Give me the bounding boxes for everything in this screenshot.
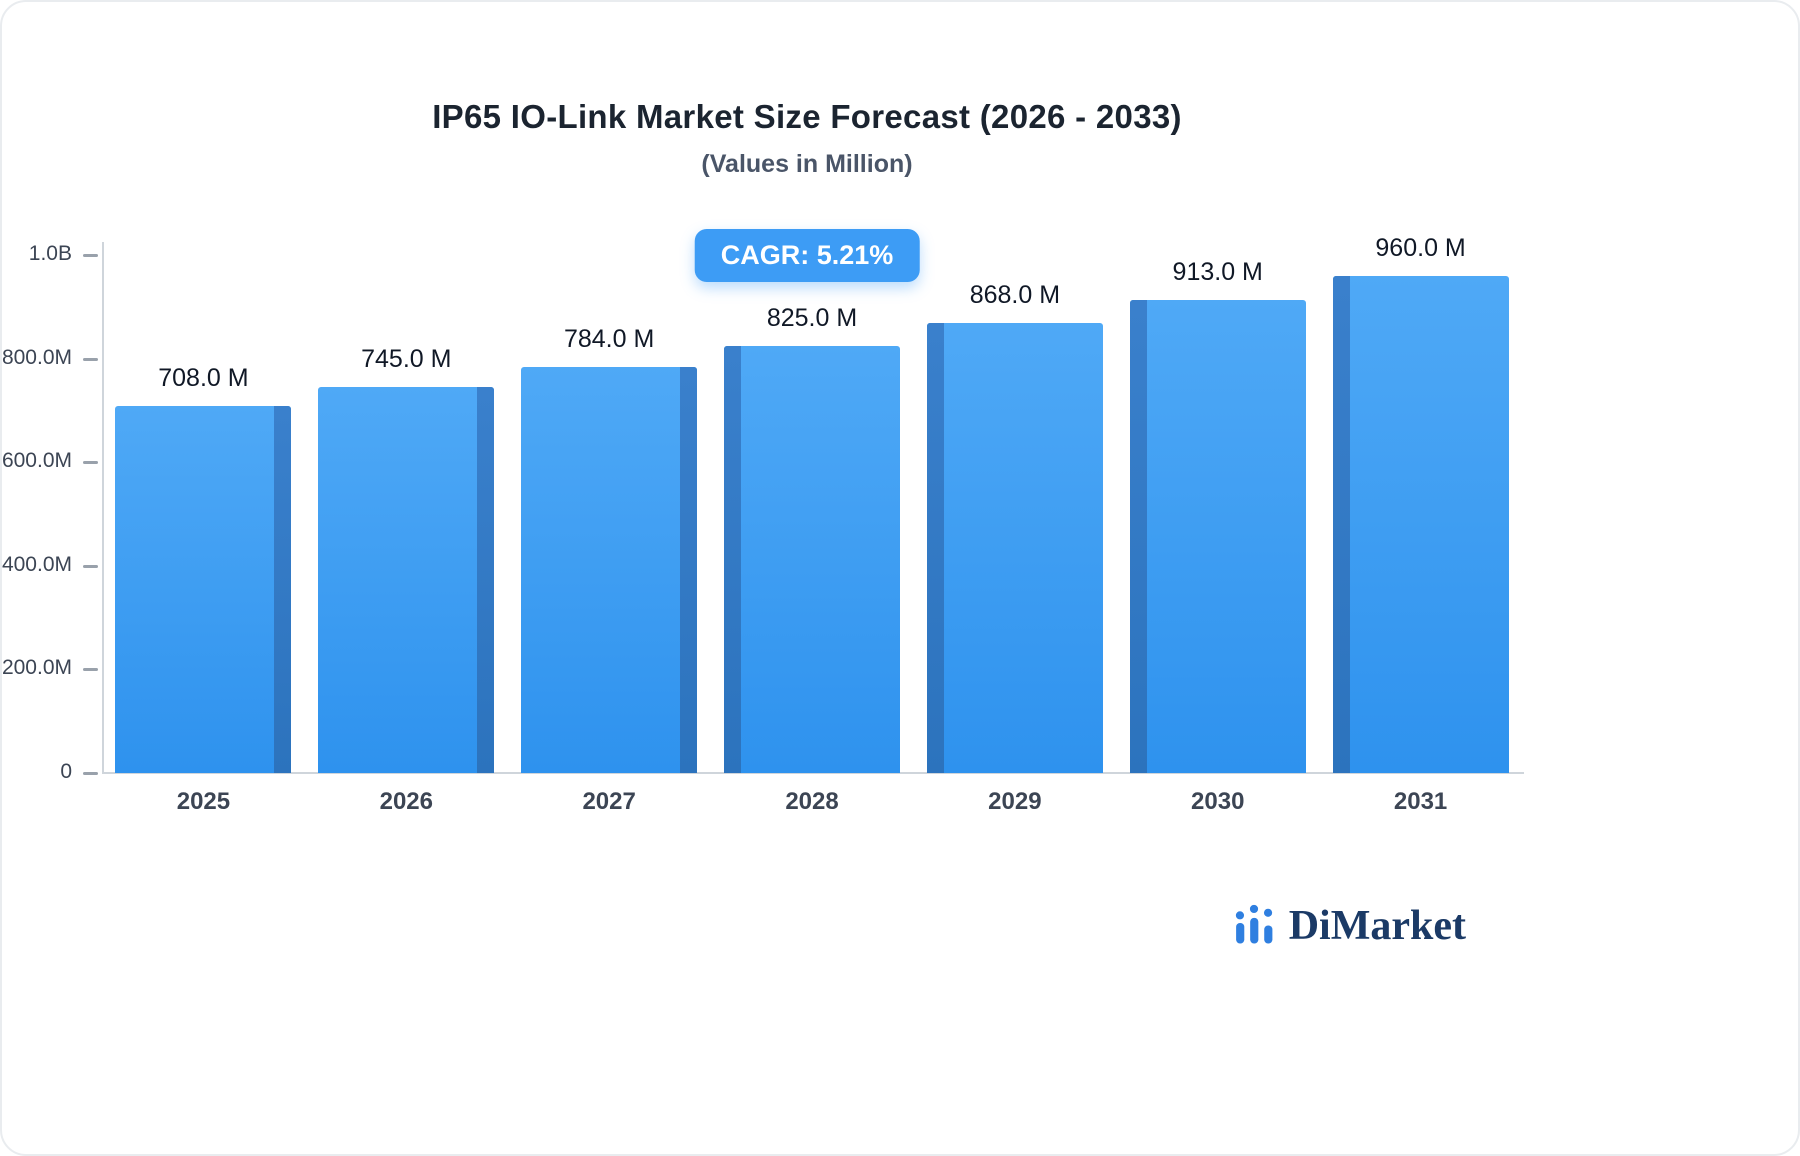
x-axis-line xyxy=(102,772,1524,774)
y-tick-mark xyxy=(83,461,98,465)
y-tick-label: 800.0M xyxy=(1,345,72,369)
bar-value-label: 913.0 M xyxy=(1172,258,1263,287)
dimarket-logo: DiMarket xyxy=(1231,900,1466,951)
x-axis-label-2028: 2028 xyxy=(785,788,839,815)
bar-2029 xyxy=(926,323,1103,773)
x-axis-label-2025: 2025 xyxy=(176,788,231,815)
chart-subtitle: (Values in Million) xyxy=(701,150,913,178)
bar-slot: 913.0 M xyxy=(1116,255,1319,773)
bar-2026 xyxy=(318,387,495,773)
x-axis-labels: 2025 2026 2027 2028 2029 2030 2031 xyxy=(102,788,1522,816)
bar-slot: 825.0 M xyxy=(711,255,914,774)
x-axis-label-2031: 2031 xyxy=(1393,788,1448,815)
bar-2027 xyxy=(521,366,698,774)
bar-value-label: 745.0 M xyxy=(361,345,452,374)
y-axis: 1.0B 800.0M 600.0M 400.0M 200.0M 0 xyxy=(1,242,102,783)
bar-slot: 784.0 M xyxy=(508,255,711,774)
bar-value-label: 868.0 M xyxy=(969,281,1061,310)
y-tick-label: 600.0M xyxy=(1,449,72,473)
cagr-badge: CAGR: 5.21% xyxy=(694,229,920,282)
bar-slot: 745.0 M xyxy=(305,255,508,773)
y-tick-mark xyxy=(83,564,98,568)
x-axis-label-2026: 2026 xyxy=(379,788,433,815)
x-axis-label-2027: 2027 xyxy=(582,788,636,815)
x-axis-label-2030: 2030 xyxy=(1191,788,1245,815)
bar-2028 xyxy=(724,345,900,774)
y-tick-label: 200.0M xyxy=(1,656,72,680)
bar-value-label: 784.0 M xyxy=(563,324,655,353)
chart-title: IP65 IO-Link Market Size Forecast (2026 … xyxy=(432,98,1182,135)
bar-slot: 960.0 M xyxy=(1319,234,1522,774)
y-tick-label: 1.0B xyxy=(28,242,72,265)
y-axis-line xyxy=(102,242,104,774)
bar-value-label: 825.0 M xyxy=(766,303,858,332)
bar-2025 xyxy=(115,406,292,773)
y-tick-mark xyxy=(83,357,98,361)
bar-slot: 708.0 M xyxy=(102,255,305,773)
bar-2030 xyxy=(1129,300,1306,773)
y-tick-mark xyxy=(83,668,98,672)
x-axis-label-2029: 2029 xyxy=(988,788,1042,815)
bar-value-label: 708.0 M xyxy=(158,364,249,393)
bar-value-label: 960.0 M xyxy=(1375,233,1466,262)
y-tick-mark xyxy=(83,254,98,257)
y-tick-label: 400.0M xyxy=(1,552,72,576)
plot-area: 708.0 M 745.0 M 784.0 M 825.0 M 868.0 M 913.0… xyxy=(102,234,1522,774)
dimarket-logo-text: DiMarket xyxy=(1288,902,1466,949)
bar-2031 xyxy=(1332,275,1509,774)
dimarket-logo-icon xyxy=(1231,900,1277,951)
y-tick-label: 0 xyxy=(60,760,72,783)
bar-slot: 868.0 M xyxy=(913,255,1116,773)
y-tick-mark xyxy=(83,772,98,775)
